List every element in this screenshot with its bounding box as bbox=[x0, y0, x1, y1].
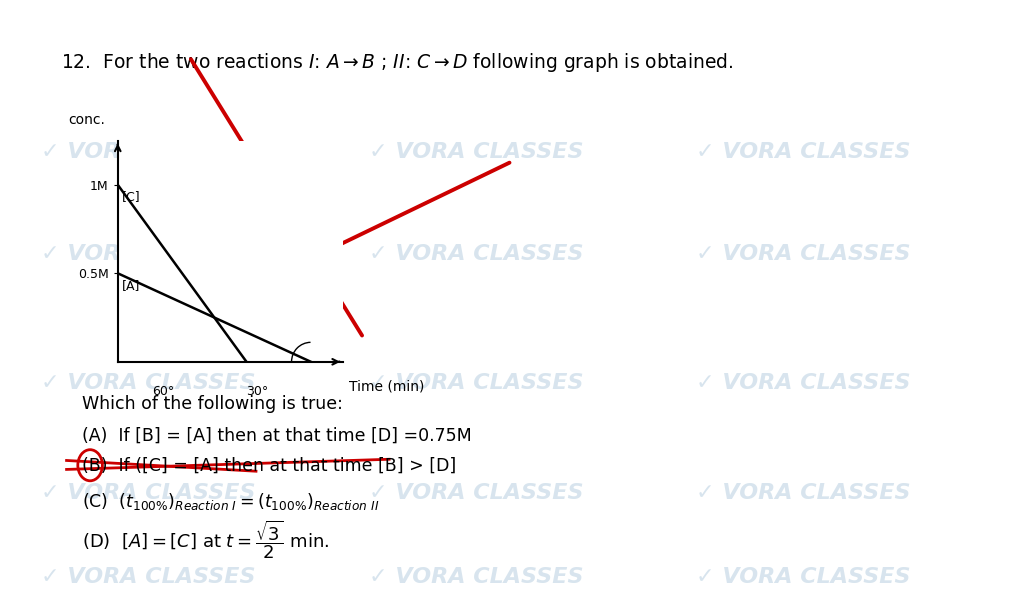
Text: ✓ VORA CLASSES: ✓ VORA CLASSES bbox=[41, 142, 255, 163]
Text: ✓ VORA CLASSES: ✓ VORA CLASSES bbox=[696, 142, 910, 163]
Text: (A)  If [B] = [A] then at that time [D] =0.75M: (A) If [B] = [A] then at that time [D] =… bbox=[82, 426, 472, 444]
Text: ✓ VORA CLASSES: ✓ VORA CLASSES bbox=[696, 373, 910, 393]
Text: Time (min): Time (min) bbox=[349, 380, 425, 393]
Text: ✓ VORA CLASSES: ✓ VORA CLASSES bbox=[369, 373, 583, 393]
Text: [C]: [C] bbox=[122, 190, 140, 203]
Text: ✓ VORA CLASSES: ✓ VORA CLASSES bbox=[41, 483, 255, 504]
Text: ✓ VORA CLASSES: ✓ VORA CLASSES bbox=[696, 483, 910, 504]
Text: ✓ VORA CLASSES: ✓ VORA CLASSES bbox=[369, 244, 583, 264]
Text: (C)  $(t_{100\%})_{Reaction\ I} = (t_{100\%})_{Reaction\ II}$: (C) $(t_{100\%})_{Reaction\ I} = (t_{100… bbox=[82, 490, 379, 512]
Text: ✓ VORA CLASSES: ✓ VORA CLASSES bbox=[41, 244, 255, 264]
Text: ✓ VORA CLASSES: ✓ VORA CLASSES bbox=[369, 483, 583, 504]
Text: Which of the following is true:: Which of the following is true: bbox=[82, 395, 343, 413]
Text: ✓ VORA CLASSES: ✓ VORA CLASSES bbox=[696, 244, 910, 264]
Text: 12.  For the two reactions $I$: $A \rightarrow B$ ; $II$: $C \rightarrow D$ foll: 12. For the two reactions $I$: $A \right… bbox=[61, 51, 734, 74]
Text: ✓ VORA CLASSES: ✓ VORA CLASSES bbox=[696, 567, 910, 587]
Text: conc.: conc. bbox=[69, 113, 105, 127]
Text: ✓ VORA CLASSES: ✓ VORA CLASSES bbox=[369, 567, 583, 587]
Text: ✓ VORA CLASSES: ✓ VORA CLASSES bbox=[41, 567, 255, 587]
Text: ✓ VORA CLASSES: ✓ VORA CLASSES bbox=[41, 373, 255, 393]
Text: 30°: 30° bbox=[246, 385, 268, 398]
Text: 60°: 60° bbox=[152, 385, 174, 398]
Text: (D)  $[A] = [C]$ at $t = \dfrac{\sqrt{3}}{2}$ min.: (D) $[A] = [C]$ at $t = \dfrac{\sqrt{3}}… bbox=[82, 518, 329, 561]
Text: ✓ VORA CLASSES: ✓ VORA CLASSES bbox=[369, 142, 583, 163]
Text: (B)  If ([C] = [A] then at that time [B] > [D]: (B) If ([C] = [A] then at that time [B] … bbox=[82, 456, 456, 474]
Text: [A]: [A] bbox=[122, 279, 140, 292]
